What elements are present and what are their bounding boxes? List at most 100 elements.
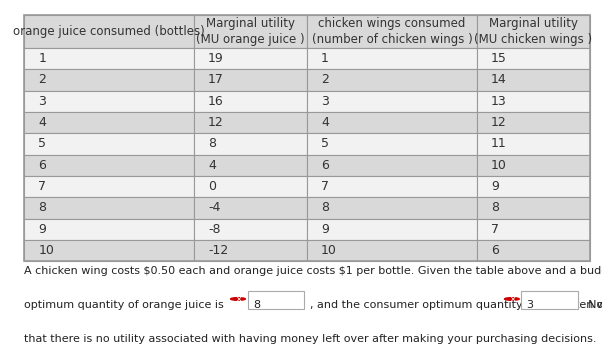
Bar xyxy=(307,69,477,90)
Text: 5: 5 xyxy=(39,138,46,150)
Text: 8: 8 xyxy=(253,300,261,310)
Text: -12: -12 xyxy=(208,244,228,257)
Text: Marginal utility
(MU chicken wings ): Marginal utility (MU chicken wings ) xyxy=(474,17,592,46)
Text: 12: 12 xyxy=(491,116,507,129)
Bar xyxy=(194,90,307,112)
Bar xyxy=(24,90,194,112)
Bar xyxy=(307,219,477,240)
Bar xyxy=(24,197,194,219)
Text: chicken wings consumed
(number of chicken wings ): chicken wings consumed (number of chicke… xyxy=(311,17,473,46)
Circle shape xyxy=(231,298,246,300)
Bar xyxy=(24,112,194,133)
Bar xyxy=(307,197,477,219)
Bar xyxy=(477,133,590,155)
Text: 1: 1 xyxy=(39,52,46,65)
Text: ✕: ✕ xyxy=(235,294,241,303)
Bar xyxy=(24,133,194,155)
Bar xyxy=(307,90,477,112)
Text: orange juice consumed (bottles): orange juice consumed (bottles) xyxy=(13,25,205,38)
Text: 9: 9 xyxy=(491,180,499,193)
Bar xyxy=(194,240,307,261)
Text: , and the consumer optimum quantity of a chicken wing is: , and the consumer optimum quantity of a… xyxy=(310,300,602,310)
Text: 5: 5 xyxy=(321,138,329,150)
Bar xyxy=(477,90,590,112)
Bar xyxy=(194,197,307,219)
Bar xyxy=(307,112,477,133)
Bar xyxy=(521,291,577,309)
Text: 8: 8 xyxy=(491,201,499,215)
Text: 1: 1 xyxy=(321,52,329,65)
Text: A chicken wing costs $0.50 each and orange juice costs $1 per bottle. Given the : A chicken wing costs $0.50 each and oran… xyxy=(24,266,602,277)
Text: 13: 13 xyxy=(491,95,507,108)
Bar xyxy=(194,133,307,155)
Bar xyxy=(194,176,307,197)
Text: -8: -8 xyxy=(208,223,220,236)
Text: 2: 2 xyxy=(39,73,46,86)
Bar xyxy=(247,291,304,309)
Text: 14: 14 xyxy=(491,73,507,86)
Bar xyxy=(477,197,590,219)
Text: 10: 10 xyxy=(321,244,337,257)
Bar xyxy=(307,240,477,261)
Bar xyxy=(307,15,477,48)
Text: Marginal utility
(MU orange juice ): Marginal utility (MU orange juice ) xyxy=(196,17,305,46)
Text: 3: 3 xyxy=(39,95,46,108)
Bar xyxy=(307,48,477,69)
Text: 6: 6 xyxy=(321,159,329,172)
Bar xyxy=(477,176,590,197)
Text: 7: 7 xyxy=(321,180,329,193)
Bar xyxy=(24,69,194,90)
Text: 19: 19 xyxy=(208,52,224,65)
Bar xyxy=(194,219,307,240)
Bar xyxy=(307,133,477,155)
Bar xyxy=(477,15,590,48)
Text: 10: 10 xyxy=(491,159,507,172)
Text: 8: 8 xyxy=(321,201,329,215)
Text: 6: 6 xyxy=(39,159,46,172)
Bar xyxy=(307,176,477,197)
Circle shape xyxy=(504,298,519,300)
Text: 3: 3 xyxy=(321,95,329,108)
Text: optimum quantity of orange juice is: optimum quantity of orange juice is xyxy=(24,300,228,310)
Text: 6: 6 xyxy=(491,244,499,257)
Bar xyxy=(477,112,590,133)
Text: 7: 7 xyxy=(491,223,499,236)
Text: 12: 12 xyxy=(208,116,224,129)
Text: . Note: . Note xyxy=(582,300,602,310)
Bar xyxy=(24,15,194,48)
Text: 7: 7 xyxy=(39,180,46,193)
Bar xyxy=(194,112,307,133)
Bar xyxy=(477,240,590,261)
Text: 16: 16 xyxy=(208,95,224,108)
Bar xyxy=(24,219,194,240)
Bar xyxy=(477,219,590,240)
Text: that there is no utility associated with having money left over after making you: that there is no utility associated with… xyxy=(24,334,597,343)
Bar xyxy=(194,15,307,48)
Text: 4: 4 xyxy=(39,116,46,129)
Bar xyxy=(307,155,477,176)
Text: 9: 9 xyxy=(321,223,329,236)
Bar xyxy=(24,155,194,176)
Text: 11: 11 xyxy=(491,138,507,150)
Text: 17: 17 xyxy=(208,73,224,86)
Text: 15: 15 xyxy=(491,52,507,65)
Text: -4: -4 xyxy=(208,201,220,215)
Text: 9: 9 xyxy=(39,223,46,236)
Bar xyxy=(194,48,307,69)
Text: 4: 4 xyxy=(208,159,216,172)
Bar xyxy=(477,69,590,90)
Text: 0: 0 xyxy=(208,180,216,193)
Bar xyxy=(477,48,590,69)
Text: 3: 3 xyxy=(527,300,533,310)
Text: ✕: ✕ xyxy=(509,294,515,303)
Bar xyxy=(194,155,307,176)
Bar xyxy=(477,155,590,176)
Text: 8: 8 xyxy=(208,138,216,150)
Bar xyxy=(194,69,307,90)
Text: 2: 2 xyxy=(321,73,329,86)
Text: 8: 8 xyxy=(39,201,46,215)
Bar xyxy=(24,240,194,261)
Bar xyxy=(24,48,194,69)
Text: 10: 10 xyxy=(39,244,54,257)
Bar xyxy=(24,176,194,197)
